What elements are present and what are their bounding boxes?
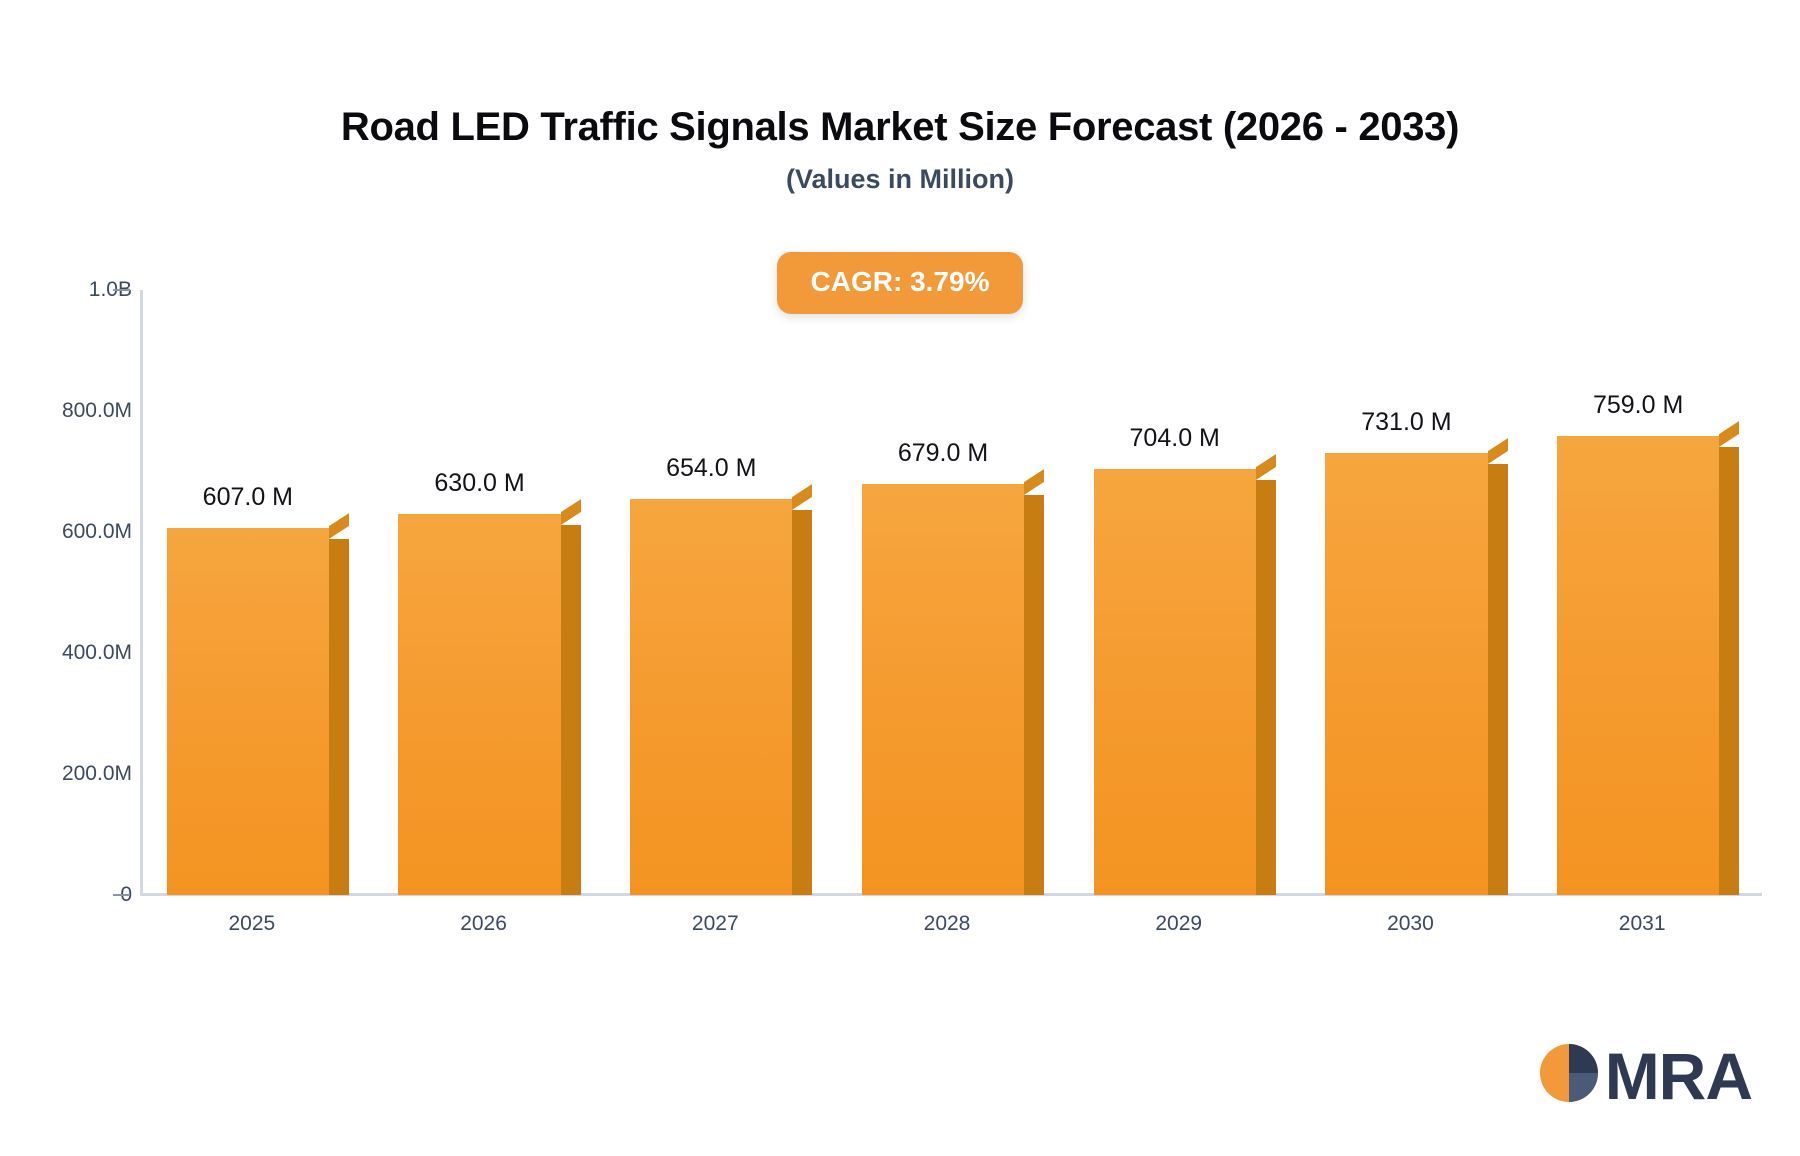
page-title: Road LED Traffic Signals Market Size For…: [340, 105, 1460, 149]
bar-value-label: 759.0 M: [1592, 390, 1684, 419]
cagr-badge: CAGR: 3.79%: [776, 252, 1024, 314]
bar-value-label: 607.0 M: [202, 482, 294, 511]
bar-top-face: [1024, 469, 1044, 495]
bar-series: 607.0 M 630.0 M 654.0 M 679.0 M 704.0 M 731.0…: [140, 290, 1762, 895]
bar[interactable]: [1325, 452, 1488, 895]
bar-group[interactable]: 630.0 M: [398, 290, 581, 895]
bar-top-face: [1488, 438, 1508, 464]
cagr-badge-row: CAGR: 3.79%: [0, 252, 1800, 314]
bar-side-face: [1719, 446, 1740, 895]
bar-top-face: [1719, 421, 1739, 447]
bar[interactable]: [398, 513, 561, 895]
bar[interactable]: [861, 484, 1025, 895]
x-axis-tick-label: 2030: [1387, 912, 1434, 935]
x-axis-tick-label: 2027: [691, 912, 739, 935]
bar[interactable]: [1093, 469, 1256, 895]
bar[interactable]: [630, 499, 793, 895]
bar-group[interactable]: 704.0 M: [1093, 290, 1276, 895]
bar-top-face: [792, 484, 812, 510]
bar-value-label: 630.0 M: [434, 468, 525, 497]
y-axis-tick-label: 800.0M: [61, 399, 132, 422]
x-axis-tick-label: 2026: [460, 912, 507, 935]
logo: MRA: [1537, 1038, 1753, 1113]
y-axis-tick-label: 200.0M: [61, 762, 132, 785]
bar-value-label: 704.0 M: [1129, 424, 1220, 453]
bar[interactable]: [166, 527, 329, 895]
bar-top-face: [561, 499, 581, 525]
y-axis-tick-label: 400.0M: [61, 641, 132, 664]
chart-header: Road LED Traffic Signals Market Size For…: [0, 104, 1800, 195]
pie-chart-icon: [1537, 1041, 1601, 1110]
bar-side-face: [328, 538, 349, 895]
bar-group[interactable]: 731.0 M: [1325, 290, 1508, 895]
bar-group[interactable]: 607.0 M: [166, 290, 349, 895]
bar-side-face: [1024, 495, 1045, 895]
bar-group[interactable]: 654.0 M: [630, 290, 813, 895]
y-axis-tick-label: 1.0B: [88, 278, 132, 301]
bar-side-face: [1487, 463, 1508, 895]
bar-value-label: 679.0 M: [897, 439, 989, 468]
y-axis-line: [140, 290, 143, 895]
y-axis-tick-mark: [113, 289, 130, 291]
y-axis-tick-mark: [113, 894, 130, 896]
bar-top-face: [329, 513, 349, 539]
x-axis-tick-label: 2029: [1155, 912, 1203, 935]
bar-side-face: [792, 510, 813, 895]
bar-top-face: [1256, 454, 1276, 480]
bar-side-face: [1255, 480, 1276, 895]
bar-side-face: [560, 524, 581, 895]
chart-subtitle: (Values in Million): [785, 164, 1015, 194]
y-axis-tick-label: 600.0M: [61, 520, 132, 543]
logo-text: MRA: [1604, 1038, 1753, 1113]
bar[interactable]: [1557, 435, 1720, 895]
bar-group[interactable]: 679.0 M: [861, 290, 1045, 895]
x-axis-tick-label: 2025: [228, 912, 276, 935]
bar-value-label: 731.0 M: [1361, 407, 1452, 436]
x-axis-tick-label: 2031: [1618, 912, 1666, 935]
bar-group[interactable]: 759.0 M: [1557, 290, 1740, 895]
x-axis-tick-label: 2028: [923, 912, 971, 935]
bar-value-label: 654.0 M: [666, 454, 757, 483]
